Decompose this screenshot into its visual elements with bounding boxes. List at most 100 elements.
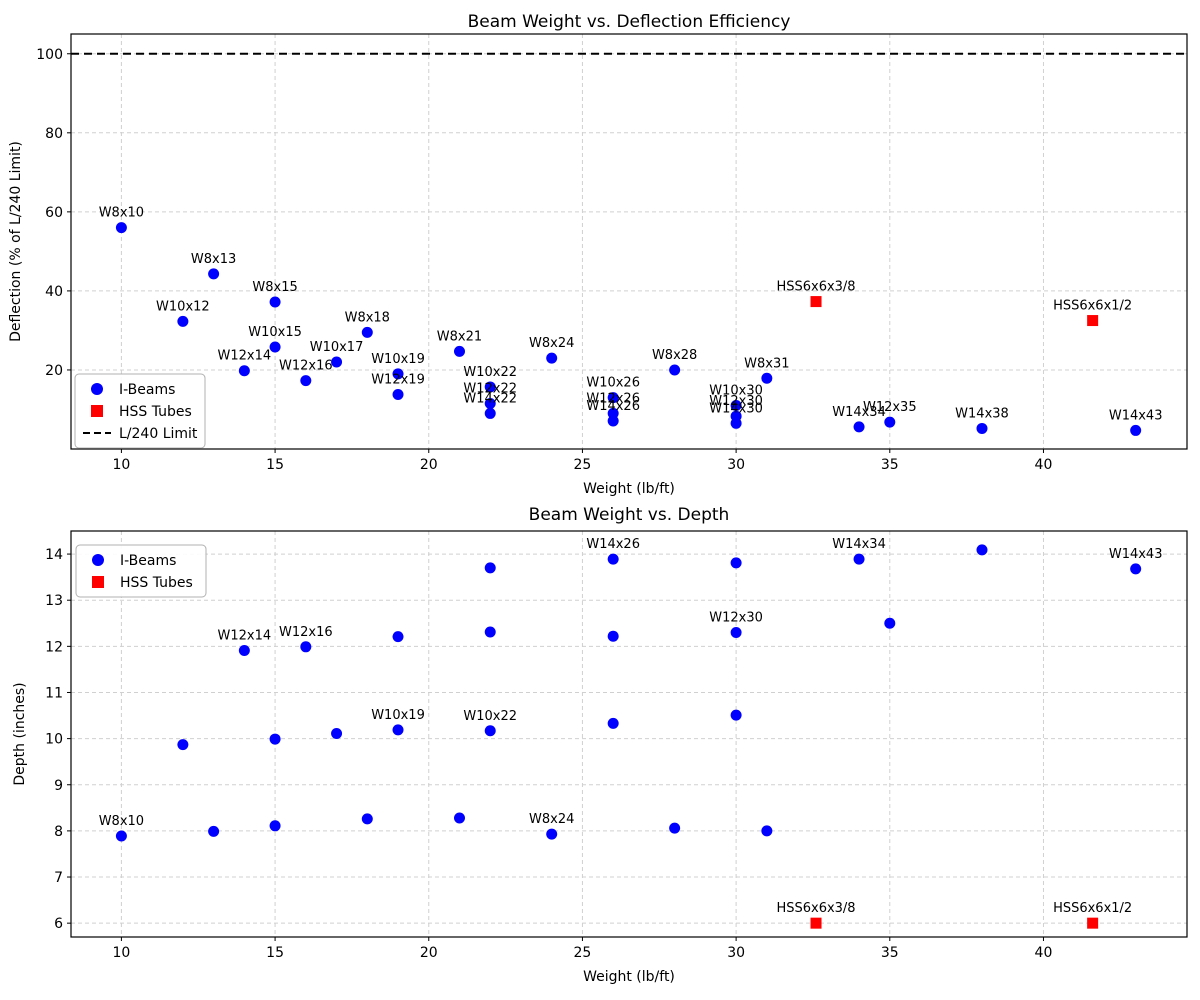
y-tick-label: 9 [54,778,63,794]
point-W10x17 [331,728,343,740]
y-tick-label: 20 [45,363,63,379]
point-W14x26 [607,553,619,565]
point-label-W8x24: W8x24 [529,812,574,827]
point-W10x22 [484,725,496,737]
point-W10x22 [484,381,496,393]
point-label-W8x24: W8x24 [529,336,574,351]
y-tick-label: 6 [54,916,63,932]
point-label-W10x15: W10x15 [248,325,302,340]
legend-marker-square [92,576,104,588]
point-label-W12x22: W12x22 [463,382,517,397]
legend-marker-square [91,405,103,417]
plot-border [70,530,1188,938]
point-W8x18 [361,326,373,338]
y-tick-label: 10 [45,732,63,748]
x-tick-label: 20 [420,945,438,961]
x-tick-label: 25 [574,945,592,961]
y-tick-label: 7 [54,870,63,886]
y-tick-label: 14 [45,547,63,563]
legend-marker-circle [91,383,103,395]
y-axis-label: Depth (inches) [12,682,28,785]
point-W10x26 [607,717,619,729]
point-W10x15 [269,733,281,745]
point-W14x38 [976,544,988,556]
point-W14x30 [730,417,742,429]
point-label-HSS6x6x1/2: HSS6x6x1/2 [1053,299,1132,314]
point-label-W14x22: W14x22 [463,391,517,406]
chart-depth: W8x10 W12x14 W12x16 W10x19 W10x22 W8x24 W14x26… [12,505,1188,985]
y-tick-label: 80 [45,126,63,142]
point-W14x30 [730,557,742,569]
point-W12x30 [730,627,742,638]
legend-label: HSS Tubes [120,575,193,591]
x-tick-label: 25 [574,457,592,473]
chart-title: Beam Weight vs. Deflection Efficiency [468,12,791,32]
point-label-W14x26: W14x26 [586,399,640,414]
point-label-W14x34: W14x34 [832,537,886,552]
point-W8x24 [546,828,558,840]
plot-border [70,33,1188,450]
x-tick-label: 15 [266,457,284,473]
point-W8x21 [453,812,465,824]
point-label-W14x30: W14x30 [709,401,763,416]
point-label-W10x26: W10x26 [586,376,640,391]
point-W14x26 [607,415,619,427]
point-W12x14 [238,365,250,377]
legend-label: HSS Tubes [119,404,192,420]
y-tick-label: 40 [45,284,63,300]
point-W8x15 [269,296,281,308]
point-W12x22 [484,626,496,638]
point-label-W12x16: W12x16 [279,625,333,640]
point-W10x12 [177,739,189,751]
point-W14x22 [484,407,496,419]
point-W12x35 [884,416,896,428]
point-label-W10x30: W10x30 [709,384,763,399]
x-tick-label: 30 [727,945,745,961]
point-W8x15 [269,820,281,832]
point-W14x22 [484,562,496,574]
point-label-W12x14: W12x14 [218,628,272,643]
point-label-W10x22: W10x22 [463,365,517,380]
point-label-W8x28: W8x28 [652,348,697,363]
x-tick-label: 15 [266,945,284,961]
point-W8x21 [453,345,465,357]
point-label-HSS6x6x3/8: HSS6x6x3/8 [776,901,855,916]
point-W10x12 [177,315,189,327]
point-W10x17 [331,356,343,368]
point-label-W14x38: W14x38 [955,406,1009,421]
legend-marker-circle [92,554,104,566]
point-W14x34 [853,421,865,433]
point-W12x26 [607,630,619,642]
point-W10x19 [392,368,404,380]
point-label-W12x14: W12x14 [218,349,272,364]
x-tick-label: 30 [727,457,745,473]
point-W12x19 [392,388,404,400]
point-HSS6x6x1/2 [1087,917,1099,929]
x-tick-label: 35 [881,457,899,473]
point-label-HSS6x6x3/8: HSS6x6x3/8 [776,280,855,295]
point-label-W10x17: W10x17 [310,340,364,355]
y-tick-label: 60 [45,205,63,221]
point-label-W10x12: W10x12 [156,299,210,314]
point-W8x28 [669,364,681,376]
point-label-W12x30: W12x30 [709,394,763,409]
x-axis-label: Weight (lb/ft) [583,481,675,497]
point-label-W8x21: W8x21 [437,329,482,344]
point-W8x24 [546,352,558,364]
point-W12x14 [238,644,250,656]
point-label-W10x19: W10x19 [371,708,425,723]
point-label-W8x10: W8x10 [99,206,144,221]
point-HSS6x6x3/8 [810,917,822,929]
point-label-W14x43: W14x43 [1109,547,1163,562]
point-W12x16 [300,641,312,653]
point-W10x26 [607,392,619,404]
point-W8x28 [669,822,681,834]
x-tick-label: 40 [1035,945,1053,961]
point-label-W8x15: W8x15 [252,280,297,295]
point-label-W8x31: W8x31 [744,356,789,371]
x-axis-label: Weight (lb/ft) [583,969,675,985]
point-label-W14x26: W14x26 [586,537,640,552]
x-tick-label: 10 [112,457,130,473]
y-tick-label: 11 [45,685,63,701]
point-W12x22 [484,398,496,410]
